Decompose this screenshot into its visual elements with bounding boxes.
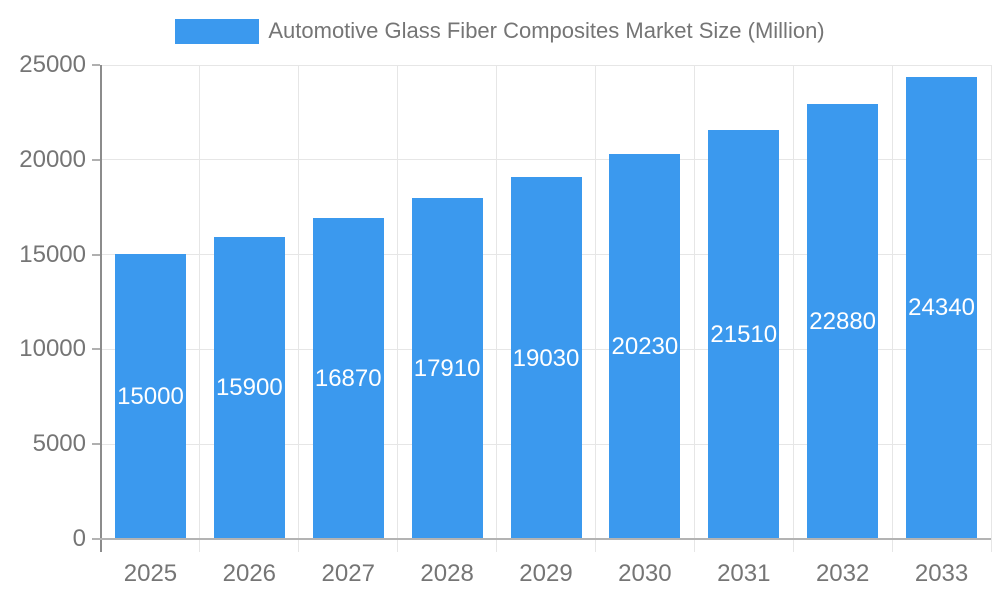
bar-value-label: 17910 (413, 355, 481, 383)
v-gridline (792, 65, 794, 552)
v-gridline (594, 65, 596, 552)
plot-area: 15000 15900 16870 17910 19030 20230 21510 22880… (92, 64, 992, 552)
x-axis-tick-label: 2025 (123, 560, 178, 587)
bar-value-label: 22880 (809, 308, 877, 336)
bar-value-label: 20230 (611, 333, 679, 361)
y-tick-mark (92, 158, 100, 161)
x-axis-tick-label: 2032 (815, 560, 870, 587)
bar (807, 104, 879, 538)
legend: Automotive Glass Fiber Composites Market… (0, 18, 1000, 44)
y-tick-mark (92, 253, 100, 256)
x-axis-tick-label: 2029 (519, 560, 573, 587)
y-axis-tick-label: 20000 (19, 145, 86, 173)
v-gridline (891, 65, 893, 552)
v-gridline (199, 65, 201, 552)
y-tick-mark (92, 348, 100, 351)
v-gridline (397, 65, 399, 552)
y-axis-tick-label: 25000 (19, 51, 86, 78)
y-axis-line (100, 65, 102, 552)
x-axis-tick-label: 2027 (321, 560, 375, 587)
bar (114, 253, 186, 538)
v-gridline (990, 65, 992, 552)
y-axis-tick-label: 5000 (32, 430, 86, 458)
legend-label: Automotive Glass Fiber Composites Market… (268, 18, 825, 43)
v-gridline (496, 65, 498, 552)
h-gridline (101, 64, 991, 66)
x-axis-line (93, 538, 991, 540)
bar-value-label: 15900 (215, 374, 283, 402)
bar (312, 218, 384, 538)
bar-value-label: 15000 (117, 382, 184, 410)
v-gridline (298, 65, 300, 552)
x-axis-tick-label: 2026 (222, 560, 277, 587)
bar-value-label: 21510 (710, 321, 778, 349)
y-tick-mark (92, 443, 100, 446)
x-axis-tick-label: 2030 (618, 560, 672, 587)
x-axis-tick-label: 2033 (914, 560, 969, 587)
y-tick-mark (92, 64, 100, 66)
v-gridline (693, 65, 695, 552)
bar (906, 76, 978, 538)
y-axis-tick-label: 15000 (19, 240, 86, 268)
y-axis-tick-label: 10000 (19, 335, 86, 363)
x-axis-tick-label: 2028 (420, 560, 474, 587)
bar-value-label: 19030 (512, 344, 580, 372)
bar-value-label: 24340 (908, 294, 975, 322)
h-gridline (101, 159, 991, 161)
legend-item[interactable]: Automotive Glass Fiber Composites Market… (175, 18, 825, 44)
y-axis-tick-label: 0 (72, 525, 86, 552)
legend-swatch-icon (175, 18, 260, 44)
bar (510, 177, 582, 538)
bar (708, 130, 780, 538)
bar (609, 154, 681, 538)
bar (411, 198, 483, 538)
x-axis-tick-label: 2031 (717, 560, 771, 587)
bar (213, 236, 285, 538)
bar-value-label: 16870 (314, 365, 382, 393)
